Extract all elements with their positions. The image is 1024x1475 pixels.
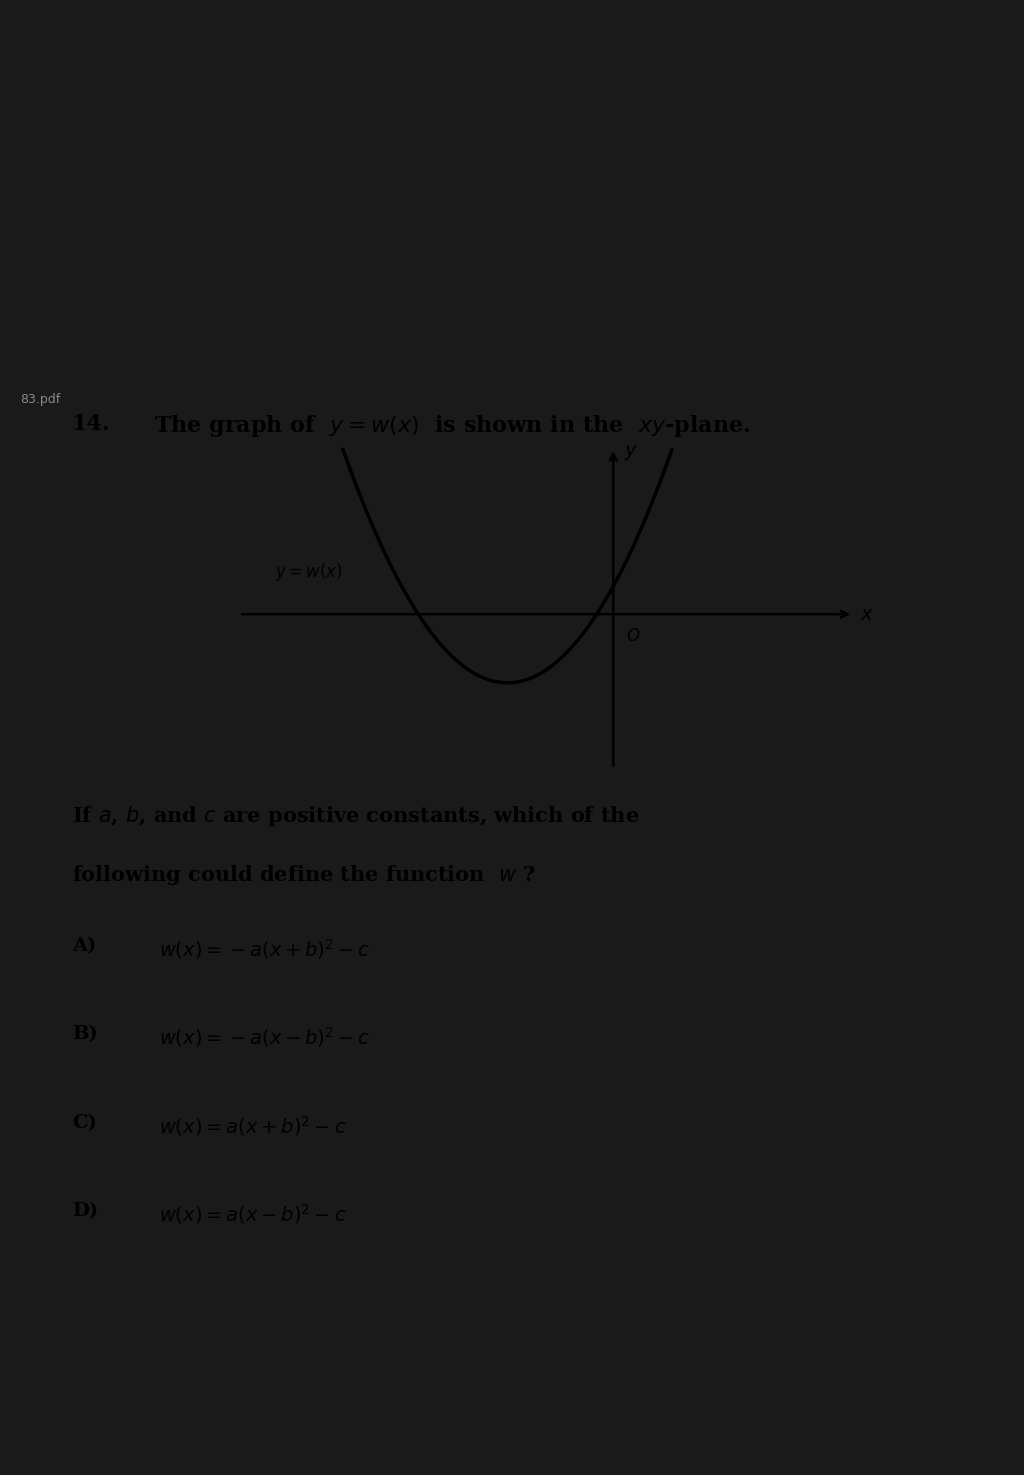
Text: $y$: $y$ (624, 442, 638, 462)
Text: $x$: $x$ (860, 605, 874, 624)
Text: $w(x) = -a(x - b)^2 - c$: $w(x) = -a(x - b)^2 - c$ (159, 1025, 370, 1049)
Text: D): D) (72, 1202, 98, 1220)
Text: $O$: $O$ (626, 627, 640, 645)
Text: $w(x) = a(x - b)^2 - c$: $w(x) = a(x - b)^2 - c$ (159, 1202, 346, 1226)
Text: $w(x) = a(x + b)^2 - c$: $w(x) = a(x + b)^2 - c$ (159, 1114, 346, 1137)
Text: 14.: 14. (72, 413, 111, 435)
Text: B): B) (72, 1025, 97, 1043)
Text: A): A) (72, 937, 96, 954)
Text: If $a$, $b$, and $c$ are positive constants, which of the: If $a$, $b$, and $c$ are positive consta… (72, 804, 639, 827)
Text: C): C) (72, 1114, 96, 1131)
Text: $w(x) = -a(x + b)^2 - c$: $w(x) = -a(x + b)^2 - c$ (159, 937, 370, 960)
Text: $y = w(x)$: $y = w(x)$ (274, 560, 342, 583)
Text: 83.pdf: 83.pdf (20, 394, 60, 406)
Text: following could define the function  $w$ ?: following could define the function $w$ … (72, 863, 536, 886)
Text: The graph of  $y = w(x)$  is shown in the  $xy$-plane.: The graph of $y = w(x)$ is shown in the … (154, 413, 750, 440)
